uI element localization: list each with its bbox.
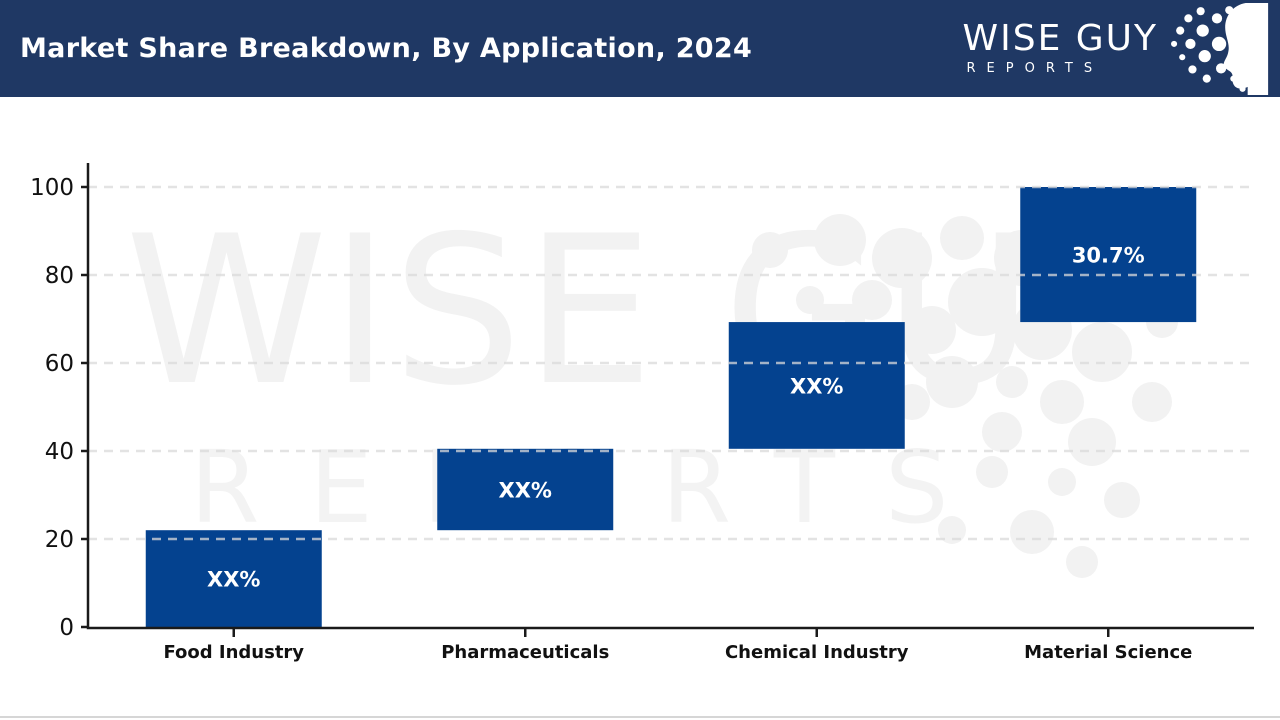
bar-pharmaceuticals bbox=[437, 448, 614, 531]
header-bar: Market Share Breakdown, By Application, … bbox=[0, 0, 1280, 97]
y-tick-label: 60 bbox=[45, 351, 74, 377]
x-category-label: Food Industry bbox=[163, 642, 304, 663]
bar-value-label: XX% bbox=[790, 374, 843, 398]
y-tick-label: 20 bbox=[45, 527, 74, 553]
x-category-label: Chemical Industry bbox=[725, 642, 909, 663]
bar-value-label: 30.7% bbox=[1072, 244, 1145, 268]
wiseguy-logo-text: WISE GUY REPORTS bbox=[962, 18, 1159, 77]
x-category-label: Pharmaceuticals bbox=[441, 642, 609, 663]
bottom-divider bbox=[0, 716, 1280, 718]
wiseguy-logo-line2: REPORTS bbox=[966, 61, 1104, 76]
page-title: Market Share Breakdown, By Application, … bbox=[20, 33, 753, 64]
y-tick-label: 0 bbox=[59, 615, 74, 641]
y-tick-label: 80 bbox=[45, 263, 74, 289]
bar-value-label: XX% bbox=[207, 568, 260, 592]
wiseguy-logo-line1: WISE GUY bbox=[962, 18, 1158, 59]
bar-food-industry bbox=[145, 530, 322, 627]
bar-material-science bbox=[1020, 187, 1197, 323]
x-category-label: Material Science bbox=[1024, 642, 1192, 663]
wiseguy-face-icon bbox=[1171, 2, 1269, 95]
y-tick-label: 40 bbox=[45, 439, 74, 465]
bar-value-label: XX% bbox=[499, 479, 552, 503]
wiseguy-logo: WISE GUY REPORTS bbox=[962, 2, 1280, 95]
bar-chemical-industry bbox=[728, 322, 905, 449]
y-tick-label: 100 bbox=[30, 175, 74, 201]
